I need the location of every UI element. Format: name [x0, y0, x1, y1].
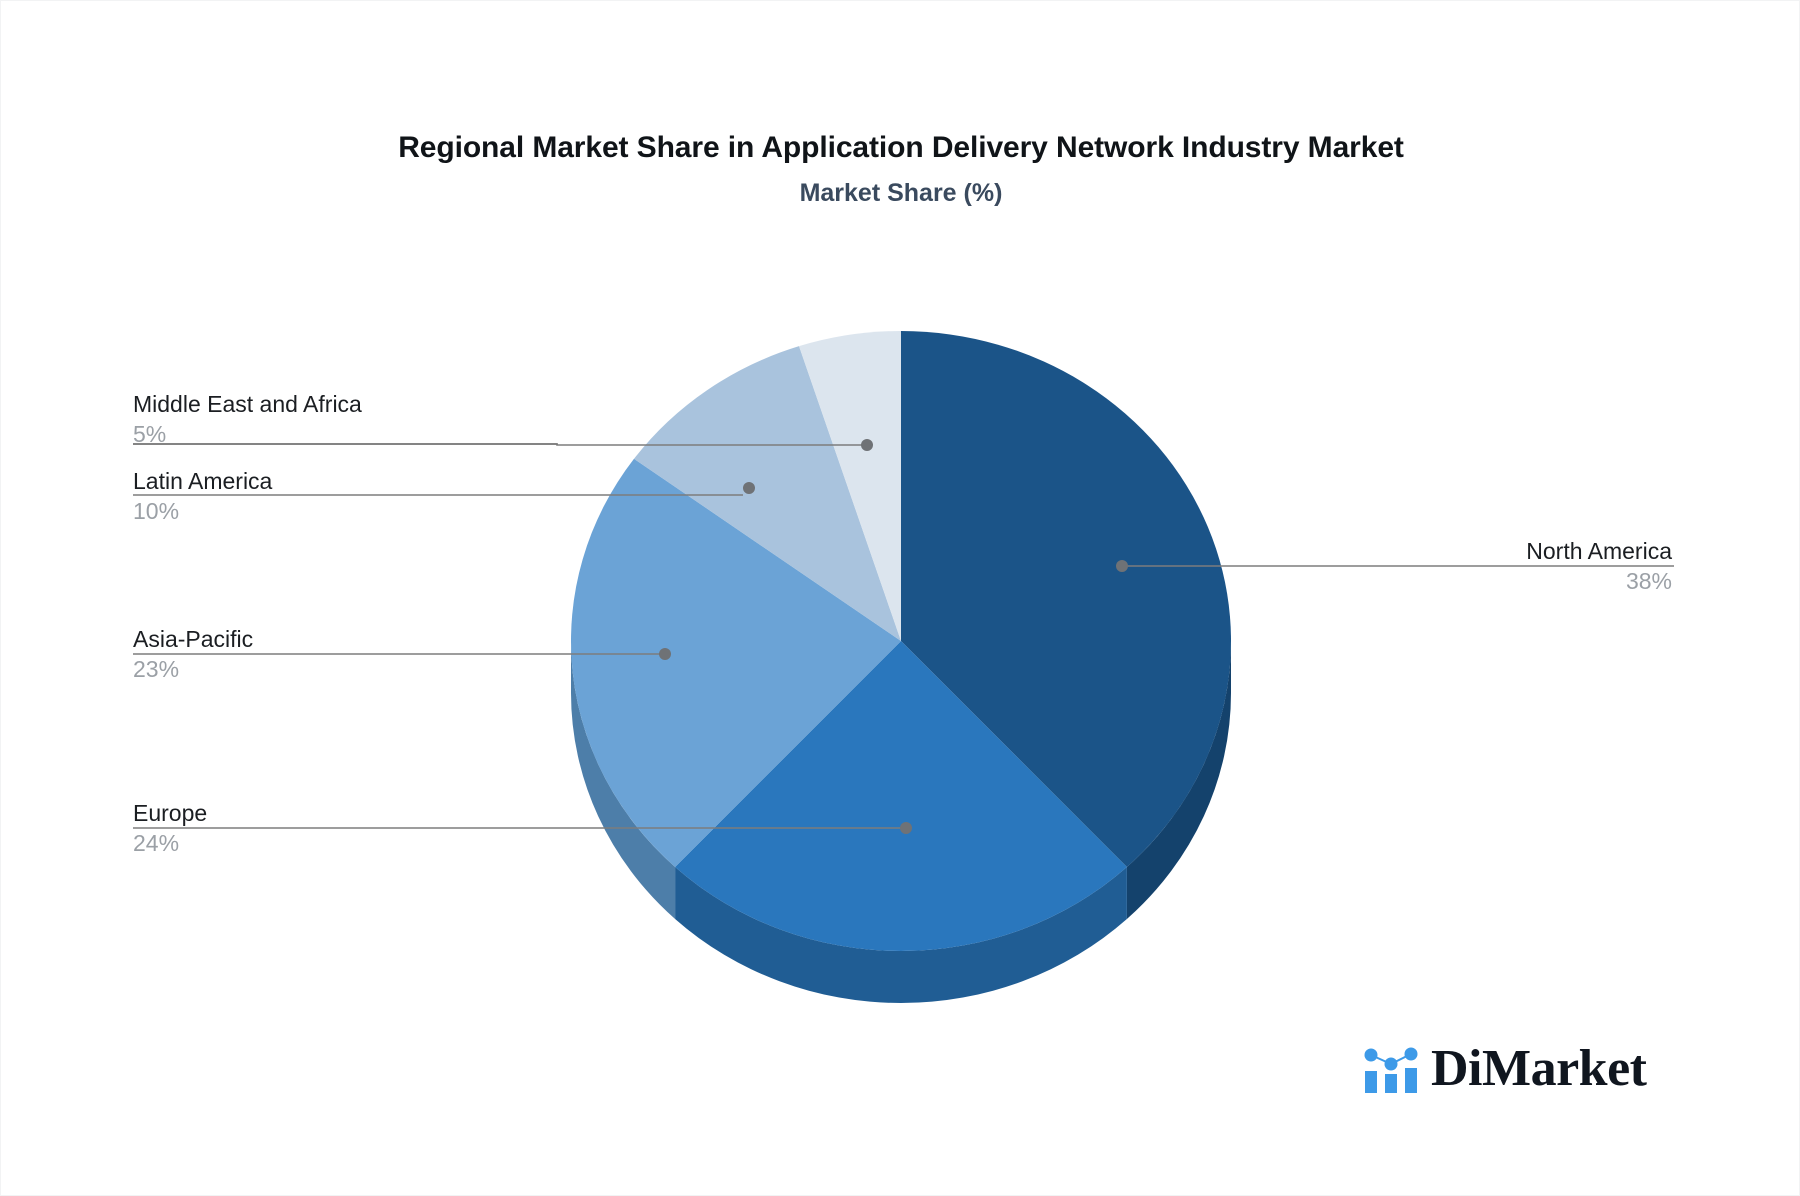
pie-slice-europe[interactable]: Europe 24%	[675, 641, 1127, 952]
pie-slice-side-europe	[675, 866, 1127, 1003]
pie-slices: North America 38%Europe 24%Asia-Pacific …	[571, 331, 1231, 952]
pie-slice-middle-east-and-africa[interactable]: Middle East and Africa 5%	[799, 331, 901, 641]
bar-chart-logo-icon	[1364, 1047, 1418, 1093]
leader-elbows	[556, 444, 867, 496]
pie-slice-asia-pacific[interactable]: Asia-Pacific 23%	[571, 458, 901, 867]
brand-name: DiMarket	[1431, 1040, 1647, 1097]
pie-slice-latin-america[interactable]: Latin America 10%	[634, 346, 901, 641]
leader-dot-north-america	[1116, 560, 1128, 572]
pie-3d-depth	[571, 641, 1231, 1003]
leader-dot-latin-america	[743, 482, 755, 494]
leader-dots	[659, 439, 1128, 834]
leader-dot-middle-east-and-africa	[861, 439, 873, 451]
brand-logo: DiMarket	[1363, 1040, 1647, 1097]
pie-slice-side-north-america	[1126, 641, 1231, 919]
leader-dot-europe	[900, 822, 912, 834]
pie-slice-side-asia-pacific	[571, 641, 676, 919]
pie-slice-north-america[interactable]: North America 38%	[901, 331, 1231, 867]
leader-dot-asia-pacific	[659, 648, 671, 660]
leader-elbow-middle-east-and-africa	[556, 444, 867, 446]
